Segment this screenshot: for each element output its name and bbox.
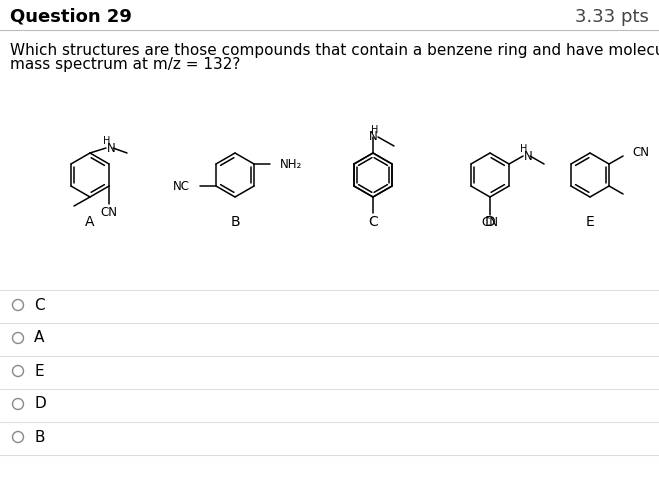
Text: CN: CN bbox=[632, 145, 649, 159]
Text: B: B bbox=[34, 430, 45, 444]
Text: H: H bbox=[371, 125, 379, 135]
Text: CN: CN bbox=[101, 205, 117, 219]
Text: H: H bbox=[521, 144, 528, 154]
Text: A: A bbox=[85, 215, 95, 229]
Text: C: C bbox=[368, 215, 378, 229]
Text: NH₂: NH₂ bbox=[280, 158, 302, 171]
Text: H: H bbox=[103, 136, 111, 146]
Text: 3.33 pts: 3.33 pts bbox=[575, 8, 649, 26]
Text: NC: NC bbox=[173, 180, 190, 192]
Text: CN: CN bbox=[482, 216, 498, 230]
Text: N: N bbox=[368, 130, 378, 143]
Text: E: E bbox=[34, 364, 43, 378]
Text: D: D bbox=[34, 396, 45, 412]
Text: Which structures are those compounds that contain a benzene ring and have molecu: Which structures are those compounds tha… bbox=[10, 43, 659, 58]
Text: N: N bbox=[107, 141, 116, 154]
Text: N: N bbox=[524, 149, 533, 163]
Text: E: E bbox=[586, 215, 594, 229]
Text: mass spectrum at m/z = 132?: mass spectrum at m/z = 132? bbox=[10, 58, 241, 72]
Text: C: C bbox=[34, 298, 45, 312]
Text: Question 29: Question 29 bbox=[10, 8, 132, 26]
Text: B: B bbox=[230, 215, 240, 229]
Text: A: A bbox=[34, 330, 44, 346]
Text: D: D bbox=[484, 215, 496, 229]
